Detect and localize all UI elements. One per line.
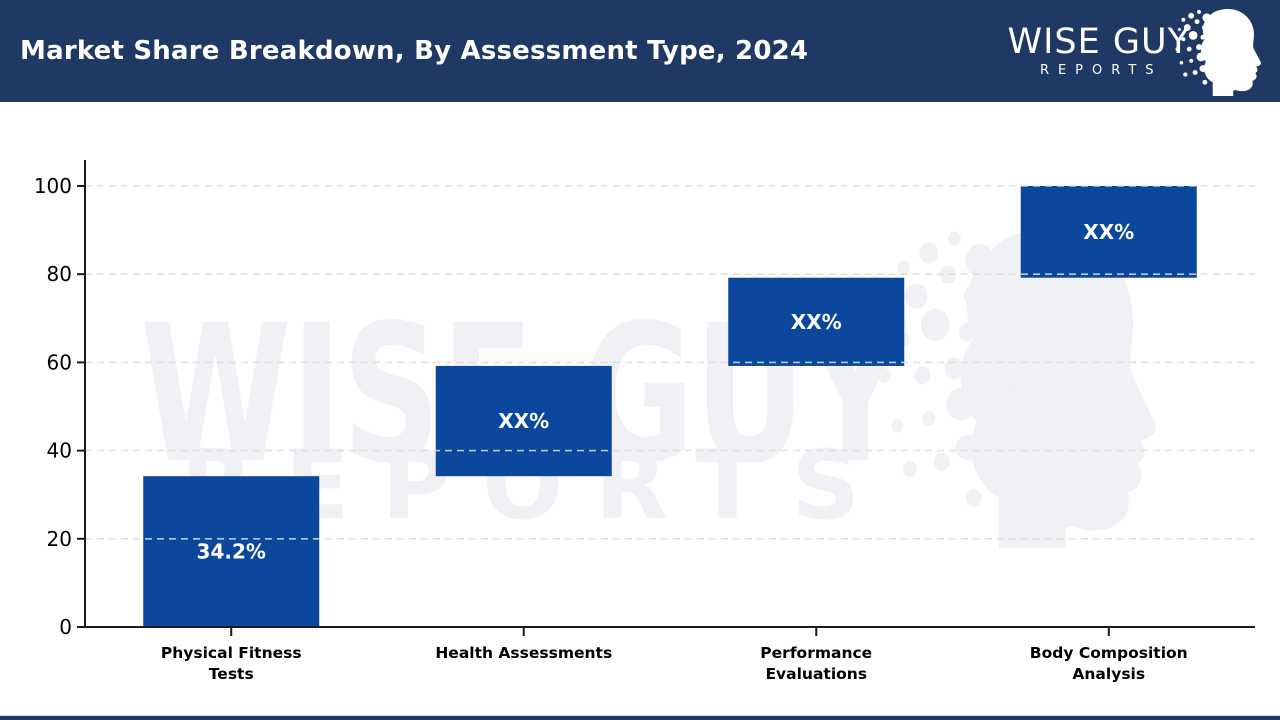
chart-area: WISE GUYREPORTS020406080100Physical Fitn… (0, 102, 1280, 715)
x-category-label: Body Composition (1030, 644, 1188, 662)
header: Market Share Breakdown, By Assessment Ty… (0, 0, 1280, 102)
axes (84, 160, 1255, 628)
x-category-label: Health Assessments (435, 644, 612, 662)
y-tick-label: 100 (34, 174, 72, 198)
logo-subtext: REPORTS (1039, 62, 1163, 78)
y-tick-label: 40 (47, 439, 72, 463)
bar-value-label: XX% (791, 310, 842, 334)
waterfall-bar-chart: WISE GUYREPORTS020406080100Physical Fitn… (34, 160, 1255, 683)
x-category-label: Evaluations (765, 665, 867, 683)
bar-segment (143, 476, 320, 627)
y-tick-label: 80 (47, 262, 72, 286)
x-category-label: Physical Fitness (161, 644, 302, 662)
logo-wordmark-block: WISE GUY REPORTS (1007, 21, 1190, 78)
page-title: Market Share Breakdown, By Assessment Ty… (20, 36, 809, 66)
x-category-label: Analysis (1072, 665, 1145, 683)
y-tick-label: 0 (59, 615, 72, 639)
x-category-label: Tests (209, 665, 254, 683)
logo-wordmark: WISE GUY (1007, 21, 1190, 62)
y-tick-label: 60 (47, 350, 72, 374)
logo-head-icon (1175, 9, 1261, 96)
dotted-head-watermark (878, 228, 1156, 549)
dotted-head-logo (1175, 9, 1261, 96)
bar-segment (1020, 186, 1197, 278)
wise-guy-logo: WISE GUY REPORTS (1007, 6, 1270, 96)
y-tick-label: 20 (47, 527, 72, 551)
footer-bar (0, 715, 1280, 720)
bars-group (143, 186, 1197, 627)
bar-value-label: 34.2% (197, 540, 266, 564)
x-category-label: Performance (760, 644, 872, 662)
bar-segment (435, 365, 612, 477)
bar-value-label: XX% (498, 409, 549, 433)
gridlines (85, 185, 1255, 540)
bar-value-label: XX% (1083, 220, 1134, 244)
bar-segment (728, 277, 905, 366)
